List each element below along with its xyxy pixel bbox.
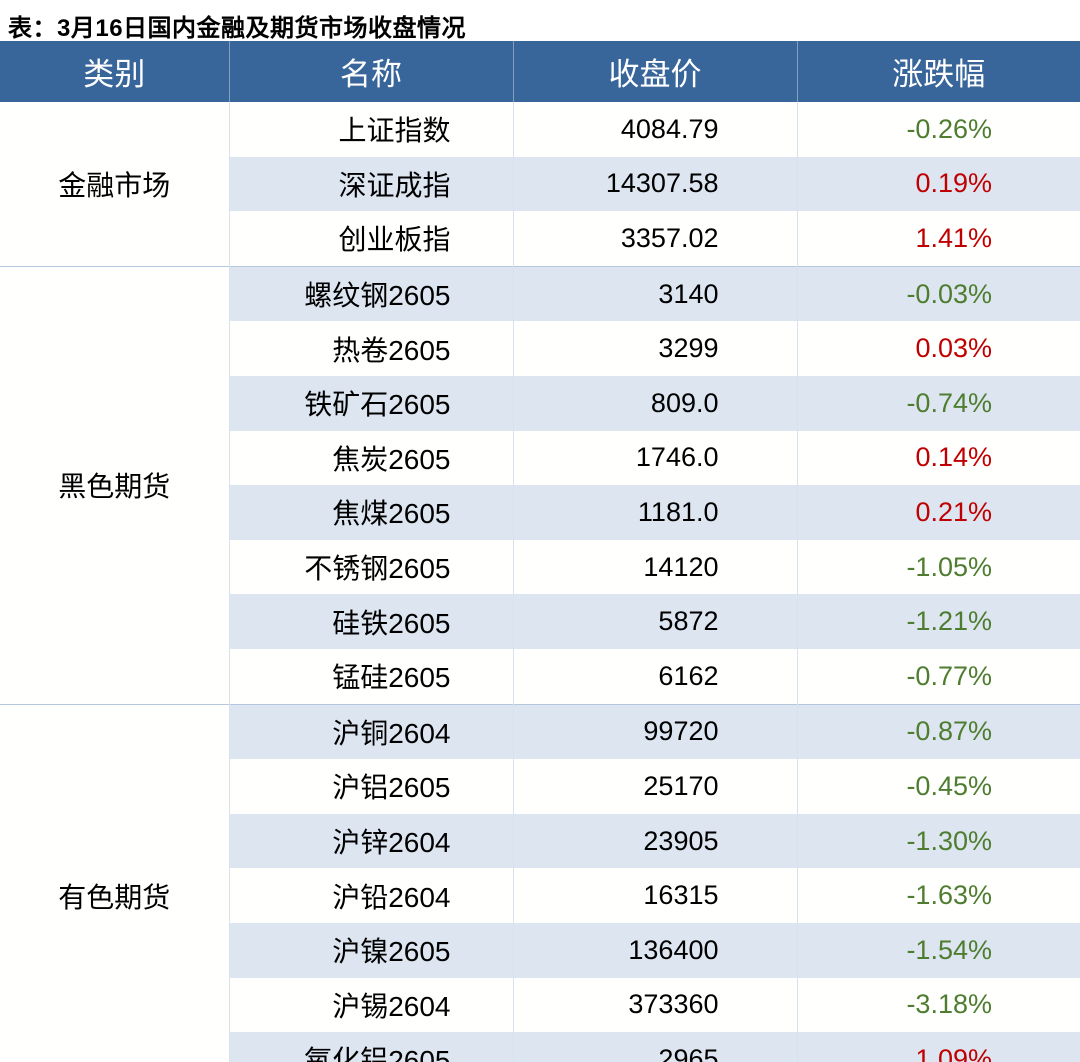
change-percent-cell: -1.54% (797, 922, 1080, 978)
table-row: 锰硅2605 6162 -0.77% (0, 648, 1080, 705)
change-percent-cell: -0.03% (797, 265, 1080, 322)
table-row: 沪铅2604 16315 -1.63% (0, 868, 1080, 923)
table-row: 沪锡2604 373360 -3.18% (0, 977, 1080, 1033)
table-row: 不锈钢2605 14120 -1.05% (0, 539, 1080, 595)
table-row: 金融市场 上证指数 4084.79 -0.26% (0, 102, 1080, 267)
column-header-change: 涨跌幅 (797, 41, 1080, 102)
name-cell: 沪镍2605 (229, 922, 514, 978)
table-row: 沪镍2605 136400 -1.54% (0, 922, 1080, 978)
column-header-name: 名称 (229, 41, 514, 102)
table-row: 硅铁2605 5872 -1.21% (0, 594, 1080, 649)
close-price-cell: 3299 (513, 321, 798, 376)
close-price-cell: 5872 (513, 594, 798, 649)
page-title: 表：3月16日国内金融及期货市场收盘情况 (8, 15, 467, 42)
table-row: 黑色期货 螺纹钢2605 3140 -0.03% (0, 265, 1080, 705)
close-price-cell: 373360 (513, 977, 798, 1033)
change-percent-cell: -1.21% (797, 594, 1080, 649)
table-header: 类别 名称 收盘价 涨跌幅 (0, 41, 1080, 102)
close-price-cell: 1181.0 (513, 485, 798, 540)
name-cell: 铁矿石2605 (229, 375, 514, 431)
table-row: 深证成指 14307.58 0.19% (0, 156, 1080, 212)
change-percent-cell: 0.21% (797, 485, 1080, 540)
change-percent-cell: 0.19% (797, 156, 1080, 212)
column-header-close: 收盘价 (513, 41, 798, 102)
close-price-cell: 23905 (513, 813, 798, 869)
close-price-cell: 2965 (513, 1032, 798, 1062)
change-percent-cell: -3.18% (797, 977, 1080, 1033)
table-row: 热卷2605 3299 0.03% (0, 321, 1080, 376)
name-cell: 沪锌2604 (229, 813, 514, 869)
header-row: 类别 名称 收盘价 涨跌幅 (0, 41, 1080, 102)
table-body: 金融市场 上证指数 4084.79 -0.26% 深证成指 14307.58 0.19% 创业… (0, 102, 1080, 1062)
close-price-cell: 4084.79 (513, 102, 798, 157)
close-price-cell: 14307.58 (513, 156, 798, 212)
table-row: 创业板指 3357.02 1.41% (0, 211, 1080, 267)
close-price-cell: 3357.02 (513, 211, 798, 267)
column-header-category: 类别 (0, 41, 230, 102)
name-cell: 锰硅2605 (229, 648, 514, 705)
close-price-cell: 3140 (513, 265, 798, 322)
change-percent-cell: -0.26% (797, 102, 1080, 157)
change-percent-cell: -1.30% (797, 813, 1080, 869)
name-cell: 焦煤2605 (229, 485, 514, 540)
change-percent-cell: 0.14% (797, 430, 1080, 486)
close-price-cell: 809.0 (513, 375, 798, 431)
change-percent-cell: -0.45% (797, 759, 1080, 814)
change-percent-cell: 0.03% (797, 321, 1080, 376)
name-cell: 不锈钢2605 (229, 539, 514, 595)
category-cell: 金融市场 (0, 102, 230, 267)
name-cell: 氧化铝2605 (229, 1032, 514, 1062)
name-cell: 硅铁2605 (229, 594, 514, 649)
close-price-cell: 16315 (513, 868, 798, 923)
change-percent-cell: -1.63% (797, 868, 1080, 923)
close-price-cell: 1746.0 (513, 430, 798, 486)
close-price-cell: 25170 (513, 759, 798, 814)
name-cell: 沪锡2604 (229, 977, 514, 1033)
market-table: 类别 名称 收盘价 涨跌幅 金融市场 上证指数 4084.79 -0.26% 深证成指 1… (0, 41, 1080, 1062)
table-row: 氧化铝2605 2965 1.09% (0, 1032, 1080, 1062)
category-cell: 有色期货 (0, 703, 230, 1062)
name-cell: 深证成指 (229, 156, 514, 212)
close-price-cell: 136400 (513, 922, 798, 978)
table-row: 有色期货 沪铜2604 99720 -0.87% (0, 703, 1080, 1062)
table-row: 沪锌2604 23905 -1.30% (0, 813, 1080, 869)
change-percent-cell: 1.09% (797, 1032, 1080, 1062)
change-percent-cell: 1.41% (797, 211, 1080, 267)
close-price-cell: 14120 (513, 539, 798, 595)
close-price-cell: 99720 (513, 703, 798, 760)
name-cell: 上证指数 (229, 102, 514, 157)
name-cell: 热卷2605 (229, 321, 514, 376)
name-cell: 螺纹钢2605 (229, 265, 514, 322)
change-percent-cell: -0.77% (797, 648, 1080, 705)
change-percent-cell: -0.87% (797, 703, 1080, 760)
change-percent-cell: -0.74% (797, 375, 1080, 431)
name-cell: 焦炭2605 (229, 430, 514, 486)
table-row: 焦炭2605 1746.0 0.14% (0, 430, 1080, 486)
table-row: 焦煤2605 1181.0 0.21% (0, 485, 1080, 540)
name-cell: 创业板指 (229, 211, 514, 267)
name-cell: 沪铜2604 (229, 703, 514, 760)
name-cell: 沪铅2604 (229, 868, 514, 923)
name-cell: 沪铝2605 (229, 759, 514, 814)
table-row: 铁矿石2605 809.0 -0.74% (0, 375, 1080, 431)
change-percent-cell: -1.05% (797, 539, 1080, 595)
table-row: 沪铝2605 25170 -0.45% (0, 759, 1080, 814)
close-price-cell: 6162 (513, 648, 798, 705)
category-cell: 黑色期货 (0, 265, 230, 705)
